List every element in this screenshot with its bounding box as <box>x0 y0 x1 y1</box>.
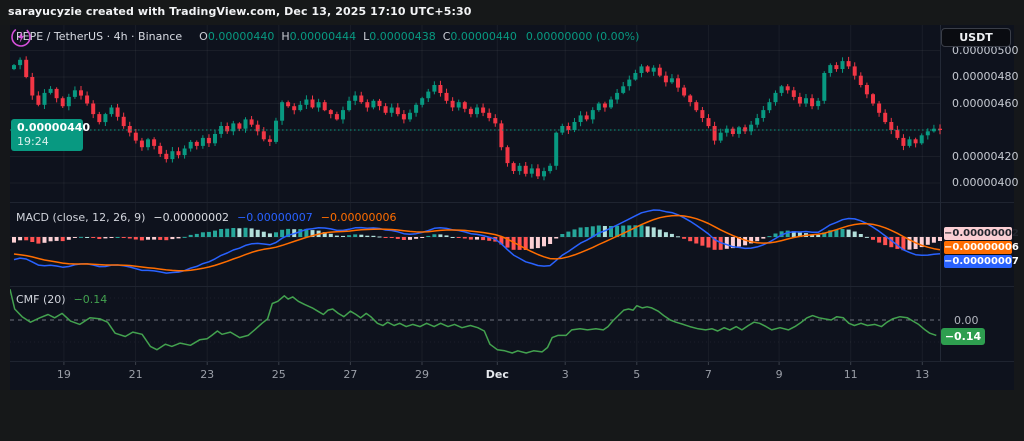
flash-icon[interactable] <box>10 25 32 49</box>
ohlc-close-value: 0.00000440 <box>450 30 517 43</box>
cmf-header: CMF (20) −0.14 <box>16 293 107 306</box>
price-axis-label: 0.00000480 <box>952 70 1019 83</box>
ohlc-high-value: 0.00000444 <box>289 30 357 43</box>
footer-bar: TradingView <box>0 390 1024 441</box>
time-axis[interactable]: 19 21 23 25 27 29 Dec 3 5 7 9 11 13 <box>10 361 1014 390</box>
price-axis-label: 0.00000420 <box>952 150 1019 163</box>
attribution-bar: sarayucyzie created with TradingView.com… <box>0 0 1024 25</box>
cmf-title[interactable]: CMF (20) <box>16 293 66 306</box>
chart-canvas[interactable] <box>10 25 1014 390</box>
current-price-badge: 0.00000440 19:24 <box>11 119 91 151</box>
price-axis[interactable]: 0.00000500 0.00000480 0.00000460 0.00000… <box>940 25 1018 361</box>
time-axis-tick: 23 <box>200 368 215 381</box>
price-axis-label: 0.00000500 <box>952 44 1019 57</box>
ohlc-high-label: H <box>281 30 290 43</box>
macd-header: MACD (close, 12, 26, 9) −0.00000002 −0.000… <box>16 211 396 224</box>
time-axis-tick: 13 <box>915 368 930 381</box>
macd-signal-value: −0.00000006 <box>320 211 397 224</box>
time-axis-tick: 25 <box>271 368 286 381</box>
cmf-zero-label: 0.00 <box>954 314 979 327</box>
ohlc-low-label: L <box>363 30 370 43</box>
macd-signal-badge: −0.00000006 <box>944 241 1019 254</box>
chart-frame: PEPE / TetherUS · 4h · Binance O0.0000044… <box>10 25 1019 390</box>
macd-histogram-badge: −0.00000002 <box>944 227 1019 240</box>
time-axis-tick: 11 <box>843 368 858 381</box>
time-axis-tick: 27 <box>343 368 358 381</box>
ohlc-open-value: 0.00000440 <box>207 30 275 43</box>
macd-title[interactable]: MACD (close, 12, 26, 9) <box>16 211 146 224</box>
time-axis-tick: 21 <box>128 368 143 381</box>
time-axis-tick: 29 <box>415 368 429 381</box>
bar-countdown: 19:24 <box>17 135 49 148</box>
time-axis-tick: 19 <box>56 368 71 381</box>
time-axis-tick: 5 <box>633 368 641 381</box>
symbol-header: PEPE / TetherUS · 4h · Binance O0.0000044… <box>16 30 639 45</box>
time-axis-tick: 9 <box>775 368 783 381</box>
macd-line-badge: −0.00000007 <box>944 255 1019 268</box>
ohlc-low-value: 0.00000438 <box>369 30 436 43</box>
time-axis-tick: Dec <box>485 368 509 381</box>
price-axis-label: 0.00000400 <box>952 176 1019 189</box>
cmf-value: −0.14 <box>73 293 108 306</box>
change-value: 0.00000000 (0.00%) <box>525 30 640 43</box>
symbol-title[interactable]: PEPE / TetherUS · 4h · Binance <box>16 30 183 43</box>
time-axis-tick: 3 <box>561 368 569 381</box>
time-axis-tick: 7 <box>704 368 712 381</box>
price-axis-label: 0.00000460 <box>952 97 1019 110</box>
attribution-text: sarayucyzie created with TradingView.com… <box>8 5 472 18</box>
ohlc-close-label: C <box>442 30 451 43</box>
ohlc-open-label: O <box>199 30 208 43</box>
cmf-badge: −0.14 <box>941 328 985 345</box>
macd-line-value: −0.00000007 <box>237 211 313 224</box>
macd-histogram-value: −0.00000002 <box>153 211 230 224</box>
currency-button[interactable]: USDT <box>941 28 1011 47</box>
current-price-value: 0.00000440 <box>17 121 91 134</box>
